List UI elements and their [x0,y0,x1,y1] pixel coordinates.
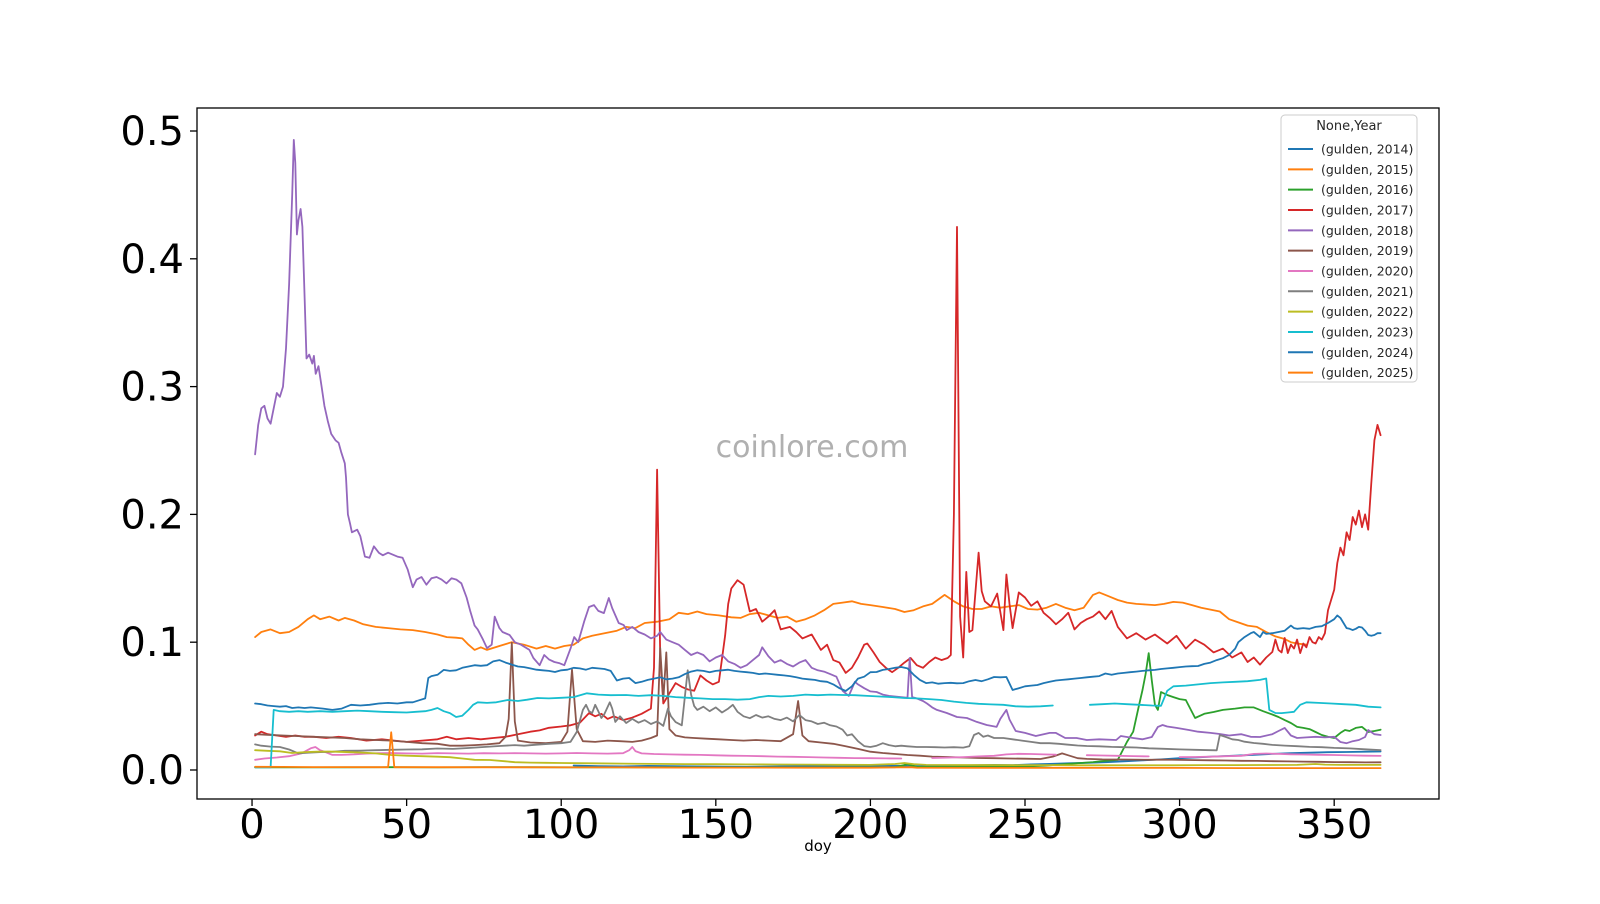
series-line-gulden-2021 [254,669,1382,755]
legend-label-2019: (gulden, 2019) [1321,243,1413,258]
legend-title: None,Year [1316,119,1382,134]
legend-label-2017: (gulden, 2017) [1321,202,1413,217]
y-tick-label: 0.3 [120,365,184,411]
x-tick-label: 100 [523,802,599,848]
series-line-gulden-2018 [254,138,1382,745]
y-tick-label: 0.2 [120,492,184,538]
legend-label-2022: (gulden, 2022) [1321,304,1413,319]
x-tick-label: 250 [987,802,1063,848]
y-tick-label: 0.4 [120,237,184,283]
legend-label-2021: (gulden, 2021) [1321,284,1413,299]
x-tick-label: 0 [239,802,264,848]
series-line-gulden-2015 [254,591,1308,651]
x-tick-label: 350 [1296,802,1372,848]
y-tick-label: 0.1 [120,620,184,666]
legend: None,Year (gulden, 2014) (gulden, 2015) (g… [1280,114,1418,383]
legend-box [1280,114,1418,383]
series-line-gulden-2022 [254,749,1382,767]
x-tick-label: 150 [678,802,754,848]
legend-label-2018: (gulden, 2018) [1321,223,1413,238]
legend-label-2020: (gulden, 2020) [1321,263,1413,278]
x-tick-label: 50 [381,802,432,848]
series-line-gulden-2020 [931,752,1057,759]
series-line-gulden-2023 [1089,677,1382,714]
legend-label-2015: (gulden, 2015) [1321,162,1413,177]
series-line-gulden-2020 [1178,752,1382,758]
series-lines [254,138,1382,769]
series-line-gulden-2020 [254,746,903,761]
series-line-gulden-2025 [254,731,1382,769]
y-tick-label: 0.0 [120,748,184,794]
plot-frame [196,107,1440,800]
series-line-gulden-2017 [254,225,1382,743]
series-line-gulden-2023 [254,692,1054,769]
legend-label-2023: (gulden, 2023) [1321,324,1413,339]
legend-label-2014: (gulden, 2014) [1321,142,1413,157]
series-line-gulden-2019 [254,641,1382,764]
legend-label-2025: (gulden, 2025) [1321,365,1413,380]
legend-label-2016: (gulden, 2016) [1321,182,1413,197]
legend-label-2024: (gulden, 2024) [1321,345,1413,360]
y-tick-label: 0.5 [120,109,184,155]
x-tick-label: 300 [1141,802,1217,848]
watermark-text: coinlore.com [716,430,909,465]
series-line-gulden-2024 [254,614,1382,711]
series-line-gulden-2020 [1085,754,1150,758]
axes: 0 50 100 150 200 250 300 350 0.0 0.1 0.2 0.3 0.4 0.5 [120,107,1440,848]
x-axis-label: doy [804,837,832,855]
x-tick-label: 200 [832,802,908,848]
